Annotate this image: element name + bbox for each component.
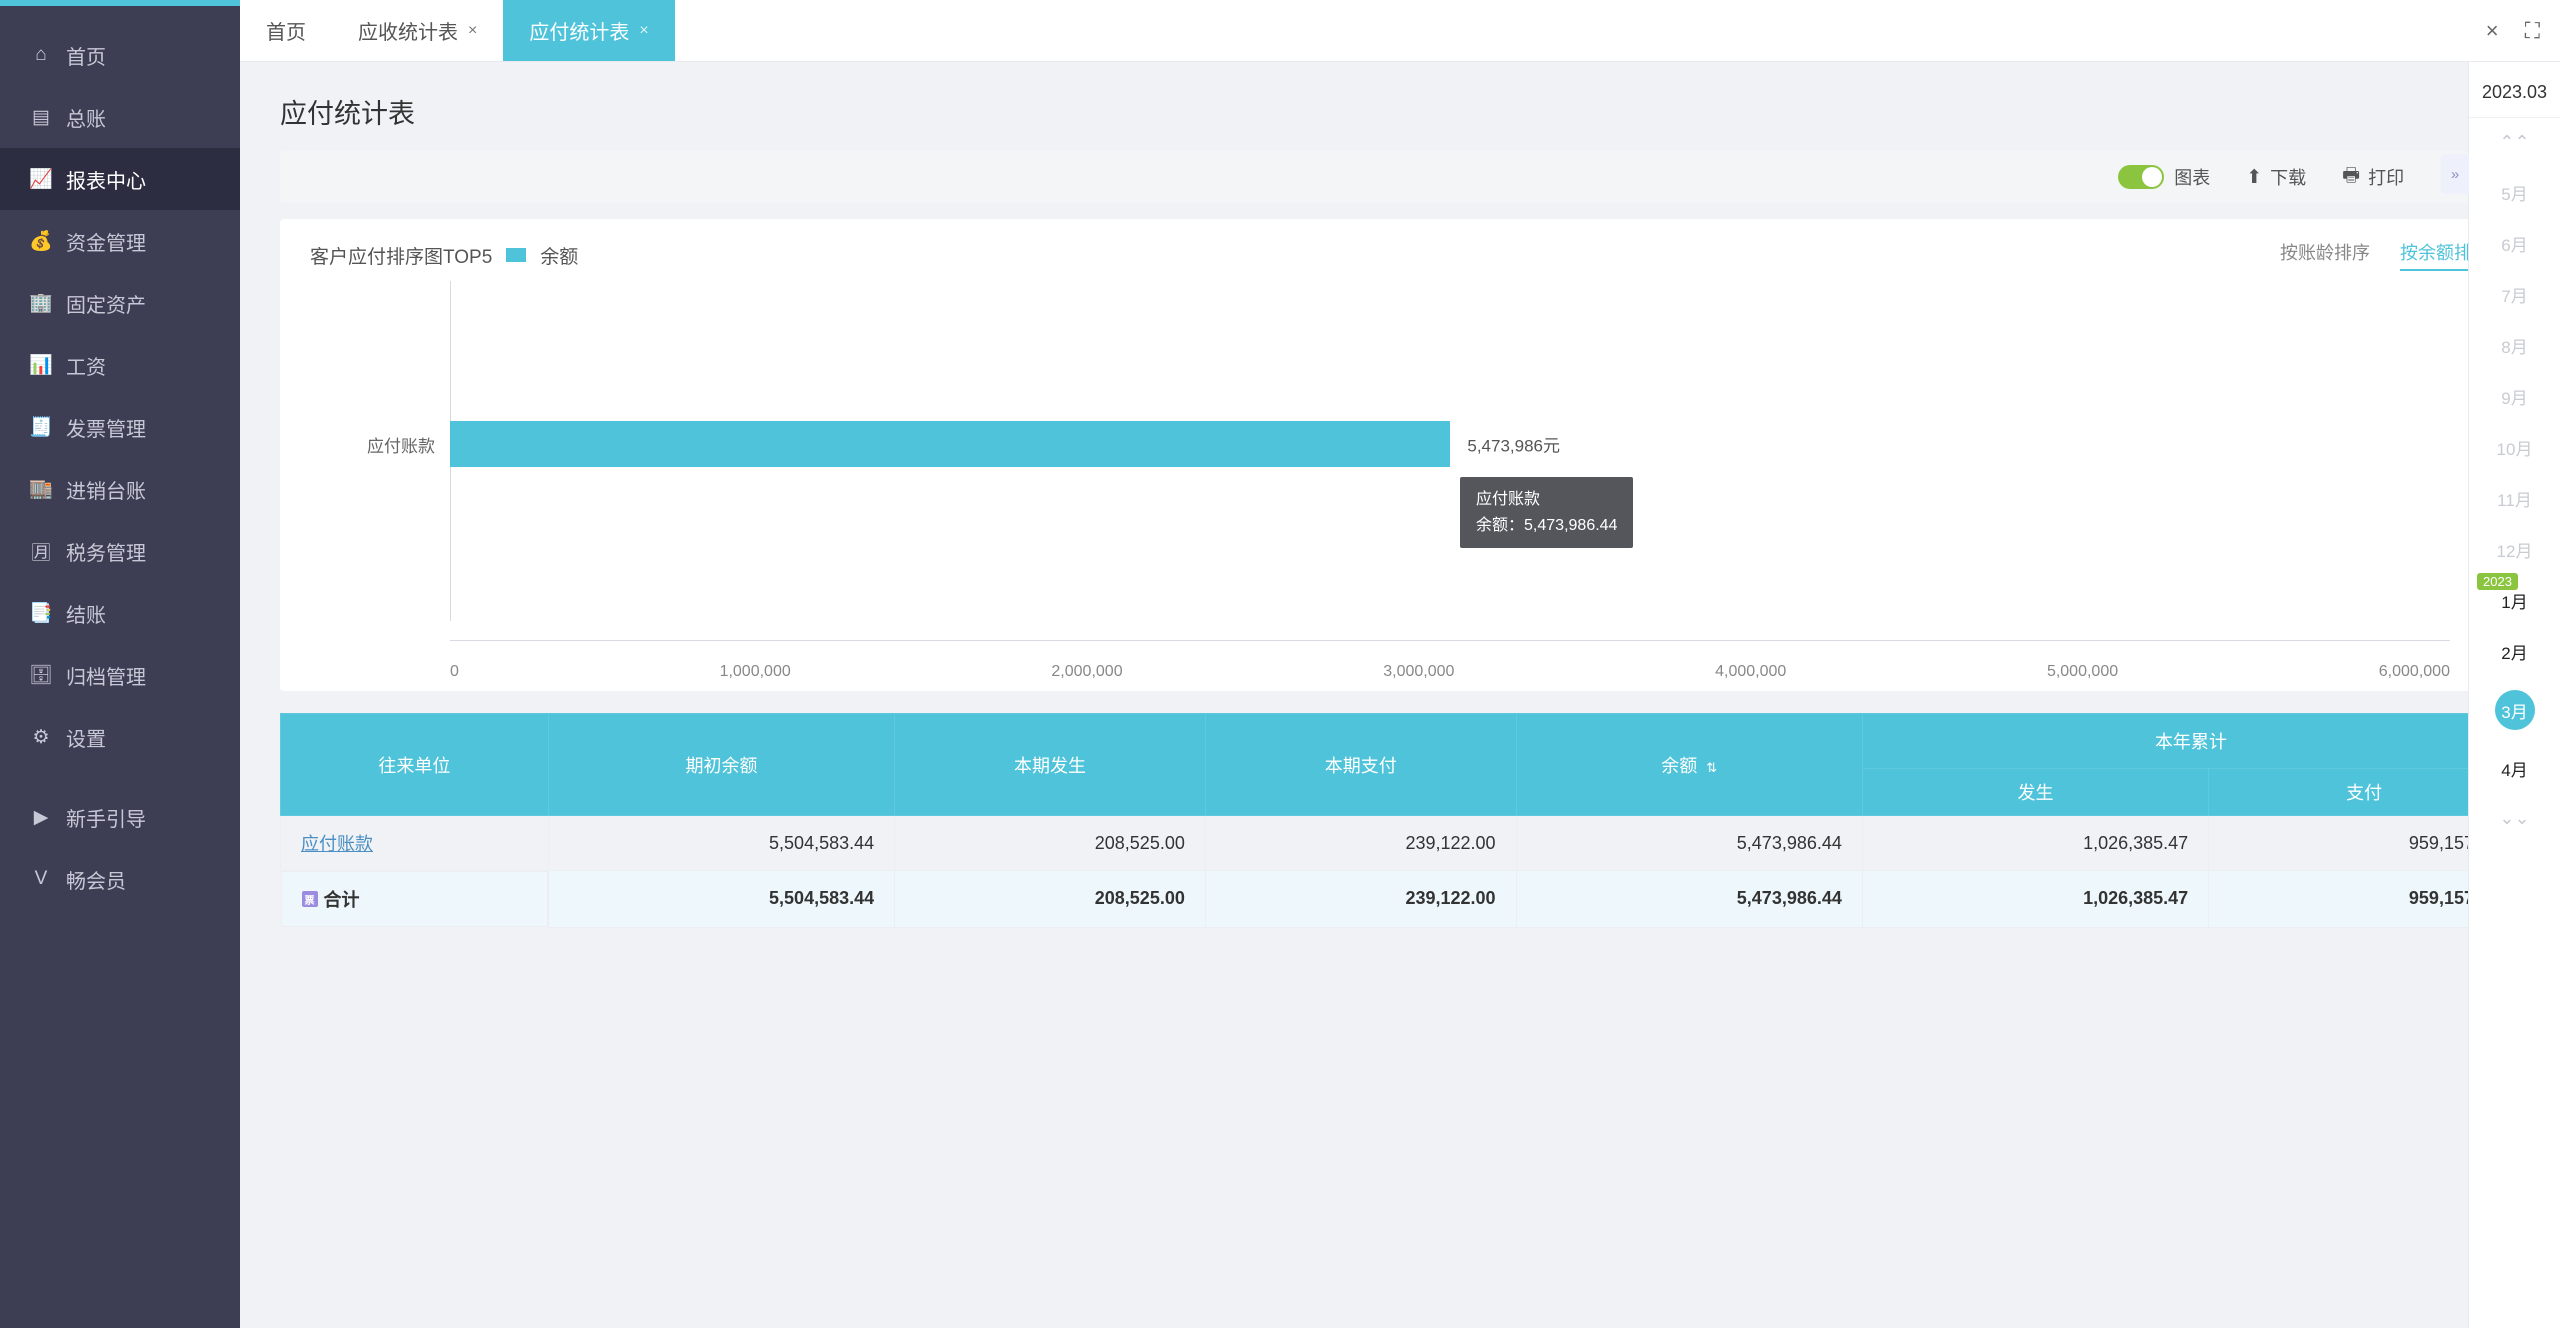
money-bag-icon: 💰	[30, 230, 52, 252]
ledger-icon: ▤	[30, 106, 52, 128]
month-item-12[interactable]: 12月	[2469, 524, 2560, 575]
month-item-10[interactable]: 10月	[2469, 422, 2560, 473]
month-item-9[interactable]: 9月	[2469, 371, 2560, 422]
invoice-icon: 🧾	[30, 416, 52, 438]
cell-total-opening: 5,504,583.44	[548, 871, 894, 928]
sidebar: ⌂ 首页 ▤ 总账 📈 报表中心 💰 资金管理 🏢 固定资产 📊 工资 🧾 发票…	[0, 0, 240, 1328]
month-item-5[interactable]: 5月	[2469, 167, 2560, 218]
sidebar-item-tax[interactable]: 🈷 税务管理	[0, 520, 240, 582]
download-button[interactable]: ⬆ 下载	[2246, 164, 2306, 190]
report-toolbar: 图表 ⬆ 下载 🖶 打印 ↻ 刷新	[280, 151, 2520, 203]
table-row[interactable]: 应付账款 5,504,583.44 208,525.00 239,122.00 …	[281, 816, 2520, 871]
warehouse-icon: 🏬	[30, 478, 52, 500]
date-rail-header: 2023.03	[2469, 62, 2560, 118]
cell-ytd-incurred: 1,026,385.47	[1862, 816, 2208, 871]
chart-sort-options: 按账龄排序 按余额排序	[2280, 239, 2490, 271]
chart-icon: 📈	[30, 168, 52, 190]
month-item-3[interactable]: 3月	[2469, 677, 2560, 743]
download-icon: ⬆	[2246, 166, 2262, 189]
sidebar-item-settings[interactable]: ⚙ 设置	[0, 706, 240, 768]
archive-icon: 🗄	[30, 664, 52, 686]
tab-home[interactable]: 首页	[240, 0, 332, 61]
year-badge: 2023	[2477, 573, 2518, 590]
tab-payable-statistics[interactable]: 应付统计表 ×	[503, 0, 674, 61]
sort-by-age-option[interactable]: 按账龄排序	[2280, 239, 2370, 271]
printer-icon: 🖶	[2342, 161, 2360, 193]
topbar-actions: × ⛶	[2486, 0, 2560, 61]
bar-row-payable[interactable]: 应付账款 5,473,986元 应付账款 余额：5,473,986.44	[450, 421, 2450, 467]
sidebar-item-checkout[interactable]: 📑 结账	[0, 582, 240, 644]
month-item-2[interactable]: 2月	[2469, 626, 2560, 677]
collapse-date-rail-icon[interactable]: »	[2441, 154, 2469, 194]
balance-sort-icon[interactable]: ⇅	[1706, 760, 1717, 775]
v-icon: V	[30, 868, 52, 890]
date-rail-down-arrow[interactable]: ⌄⌄	[2499, 794, 2529, 843]
col-header-opening[interactable]: 期初余额	[548, 714, 894, 816]
total-icon: 票	[302, 891, 318, 907]
building-icon: 🏢	[30, 292, 52, 314]
chart-toggle[interactable]: 图表	[2118, 164, 2210, 190]
col-header-ytd-group: 本年累计	[1862, 714, 2519, 769]
print-button[interactable]: 🖶 打印	[2342, 161, 2404, 193]
legend-swatch-balance	[506, 248, 526, 262]
cell-total-paid: 239,122.00	[1205, 871, 1516, 928]
salary-icon: 📊	[30, 354, 52, 376]
col-header-unit[interactable]: 往来单位	[281, 714, 549, 816]
sidebar-item-archive[interactable]: 🗄 归档管理	[0, 644, 240, 706]
month-item-4[interactable]: 4月	[2469, 743, 2560, 794]
close-tab-payable-icon[interactable]: ×	[639, 22, 648, 40]
month-item-11[interactable]: 11月	[2469, 473, 2560, 524]
play-icon: ▶	[30, 806, 52, 828]
chart-card: 客户应付排序图TOP5 余额 按账龄排序 按余额排序 应付账款 5,473,98…	[280, 219, 2520, 691]
month-item-6[interactable]: 6月	[2469, 218, 2560, 269]
cell-total-ytd-incurred: 1,026,385.47	[1862, 871, 2208, 928]
month-item-7[interactable]: 7月	[2469, 269, 2560, 320]
sidebar-item-home[interactable]: ⌂ 首页	[0, 24, 240, 86]
bar-tooltip: 应付账款 余额：5,473,986.44	[1460, 477, 1633, 548]
sidebar-item-fixed-assets[interactable]: 🏢 固定资产	[0, 272, 240, 334]
sidebar-item-fund-management[interactable]: 💰 资金管理	[0, 210, 240, 272]
tab-receivable-statistics[interactable]: 应收统计表 ×	[332, 0, 503, 61]
col-header-balance[interactable]: 余额 ⇅	[1516, 714, 1862, 816]
sidebar-item-warehouse-ledger[interactable]: 🏬 进销台账	[0, 458, 240, 520]
page-title: 应付统计表	[280, 92, 2520, 131]
sidebar-item-invoice[interactable]: 🧾 发票管理	[0, 396, 240, 458]
date-rail: » 2023.03 ⌃⌃ 5月 6月 7月 8月 9月 10月 11月 12月 …	[2468, 62, 2560, 1328]
close-tab-receivable-icon[interactable]: ×	[468, 22, 477, 40]
close-window-icon[interactable]: ×	[2486, 18, 2499, 44]
date-rail-up-arrow[interactable]: ⌃⌃	[2499, 118, 2529, 167]
month-item-8[interactable]: 8月	[2469, 320, 2560, 371]
checkout-icon: 📑	[30, 602, 52, 624]
topbar: 首页 应收统计表 × 应付统计表 × × ⛶	[240, 0, 2560, 62]
cell-total-balance: 5,473,986.44	[1516, 871, 1862, 928]
cell-paid: 239,122.00	[1205, 816, 1516, 871]
bar-chart: 应付账款 5,473,986元 应付账款 余额：5,473,986.44 0 1…	[450, 281, 2450, 681]
cell-total-incurred: 208,525.00	[895, 871, 1206, 928]
chart-title: 客户应付排序图TOP5	[310, 242, 492, 269]
sidebar-item-onboarding[interactable]: ▶ 新手引导	[0, 786, 240, 848]
table-row-total[interactable]: 票 合计 5,504,583.44 208,525.00 239,122.00 …	[281, 871, 2520, 928]
legend-label: 余额	[540, 242, 578, 269]
sidebar-item-report-center[interactable]: 📈 报表中心	[0, 148, 240, 210]
main-content: 应付统计表 图表 ⬆ 下载 🖶 打印 ↻ 刷新 客户应付排序图TOP5 余额 按	[240, 62, 2560, 1328]
col-header-incurred[interactable]: 本期发生	[895, 714, 1206, 816]
fullscreen-icon[interactable]: ⛶	[2525, 18, 2540, 44]
col-header-paid[interactable]: 本期支付	[1205, 714, 1516, 816]
cell-opening: 5,504,583.44	[548, 816, 894, 871]
cell-unit[interactable]: 应付账款	[281, 816, 549, 871]
cell-incurred: 208,525.00	[895, 816, 1206, 871]
sidebar-item-ledger[interactable]: ▤ 总账	[0, 86, 240, 148]
tax-icon: 🈷	[30, 540, 52, 562]
sidebar-item-salary[interactable]: 📊 工资	[0, 334, 240, 396]
payable-table: 往来单位 期初余额 本期发生 本期支付 余额 ⇅ 本年累计 发生 支付 应付账款…	[280, 713, 2520, 928]
col-header-ytd-incurred[interactable]: 发生	[1862, 769, 2208, 816]
gear-icon: ⚙	[30, 726, 52, 748]
month-item-1[interactable]: 2023 1月	[2469, 575, 2560, 626]
x-axis-ticks: 0 1,000,000 2,000,000 3,000,000 4,000,00…	[450, 663, 2450, 681]
cell-total-label: 票 合计	[281, 871, 548, 927]
cell-balance: 5,473,986.44	[1516, 816, 1862, 871]
bar-payable-balance[interactable]: 5,473,986元	[450, 421, 1450, 467]
home-icon: ⌂	[30, 44, 52, 66]
sidebar-item-member[interactable]: V 畅会员	[0, 848, 240, 910]
